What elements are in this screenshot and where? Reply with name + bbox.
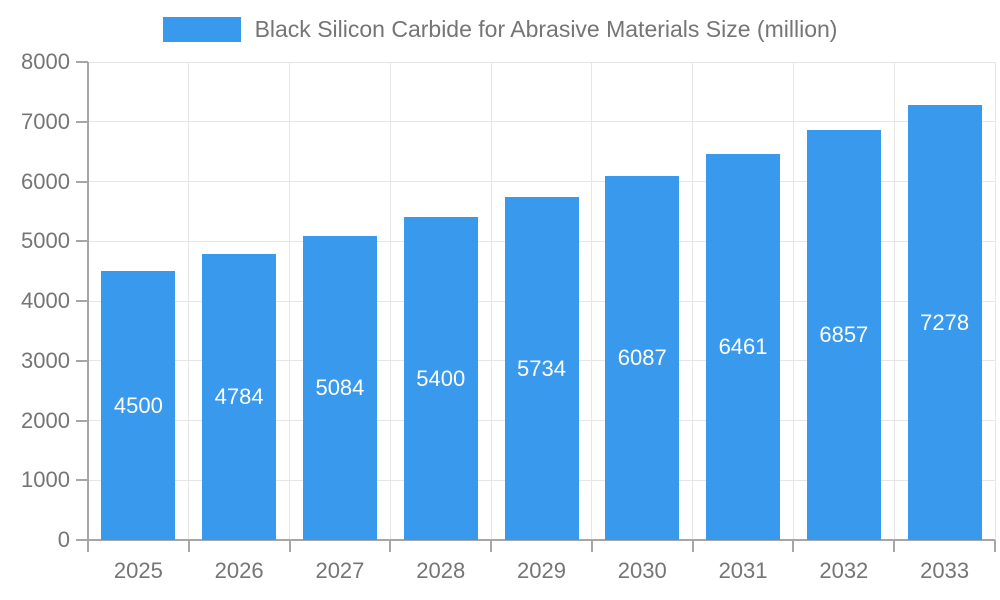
y-axis-label: 6000 [21, 168, 70, 194]
y-axis-label: 5000 [21, 228, 70, 254]
x-tick [389, 540, 392, 552]
y-axis-label: 7000 [21, 108, 70, 134]
x-axis-line [76, 539, 995, 541]
gridline-x [289, 62, 291, 540]
y-axis-label: 3000 [21, 347, 70, 373]
y-tick [76, 419, 88, 422]
bar-value-label: 4500 [113, 392, 163, 418]
gridline-y [88, 121, 995, 123]
y-axis-label: 8000 [21, 49, 70, 74]
bar-2026[interactable]: 4784 [202, 254, 277, 540]
x-axis-label: 2033 [920, 558, 970, 583]
bar-2029[interactable]: 5734 [504, 197, 579, 540]
bar-value-label: 7278 [920, 309, 970, 335]
x-axis-label: 2025 [113, 558, 163, 583]
x-axis-label: 2029 [517, 558, 566, 583]
x-axis-label: 2028 [416, 558, 466, 583]
y-tick [76, 180, 88, 183]
gridline-y [88, 61, 995, 63]
bar-value-label: 6087 [617, 345, 667, 371]
gridline-x [490, 62, 492, 540]
x-tick [590, 540, 593, 552]
x-axis-label: 2027 [315, 558, 365, 583]
y-axis-label: 4000 [21, 288, 70, 313]
y-tick [76, 120, 88, 123]
y-axis-label: 0 [57, 527, 70, 552]
bar-value-label: 6461 [718, 333, 768, 359]
y-axis-line [87, 62, 89, 540]
x-axis-label: 2026 [214, 558, 264, 583]
y-axis-label: 2000 [21, 407, 70, 433]
gridline-x [692, 62, 694, 540]
gridline-y [88, 181, 995, 182]
x-tick [87, 540, 89, 552]
x-axis-label: 2031 [718, 558, 768, 583]
gridline-x [792, 62, 794, 540]
y-tick [76, 479, 88, 482]
x-tick [288, 540, 291, 552]
x-tick [691, 540, 694, 552]
gridline-x [389, 62, 391, 540]
y-axis-label: 1000 [21, 467, 70, 493]
bar-2028[interactable]: 5400 [403, 217, 478, 540]
x-tick [893, 540, 896, 552]
gridline-x [591, 62, 593, 540]
x-tick [792, 540, 795, 552]
x-tick [994, 540, 996, 552]
legend: Black Silicon Carbide for Abrasive Mater… [0, 16, 1000, 43]
y-tick [76, 61, 88, 63]
gridline-x [893, 62, 895, 540]
y-tick [76, 359, 88, 362]
y-tick [76, 300, 88, 302]
bar-2025[interactable]: 4500 [101, 271, 176, 540]
bar-value-label: 5084 [315, 375, 365, 401]
legend-swatch[interactable] [162, 17, 241, 42]
bar-2027[interactable]: 5084 [302, 236, 377, 540]
bar-2033[interactable]: 7278 [907, 105, 982, 540]
bar-2031[interactable]: 6461 [706, 153, 781, 540]
bar-value-label: 6857 [819, 322, 869, 348]
bar-value-label: 5734 [517, 355, 566, 381]
legend-label[interactable]: Black Silicon Carbide for Abrasive Mater… [254, 16, 838, 42]
y-tick [76, 240, 88, 243]
bar-value-label: 4784 [214, 384, 264, 410]
x-axis-label: 2030 [617, 558, 667, 583]
x-axis-label: 2032 [819, 558, 869, 583]
gridline-x [188, 62, 190, 540]
x-tick [490, 540, 493, 552]
gridline-x [994, 62, 996, 540]
bar-2032[interactable]: 6857 [806, 130, 881, 540]
bar-2030[interactable]: 6087 [605, 176, 680, 540]
bar-value-label: 5400 [416, 365, 466, 391]
x-tick [187, 540, 190, 552]
